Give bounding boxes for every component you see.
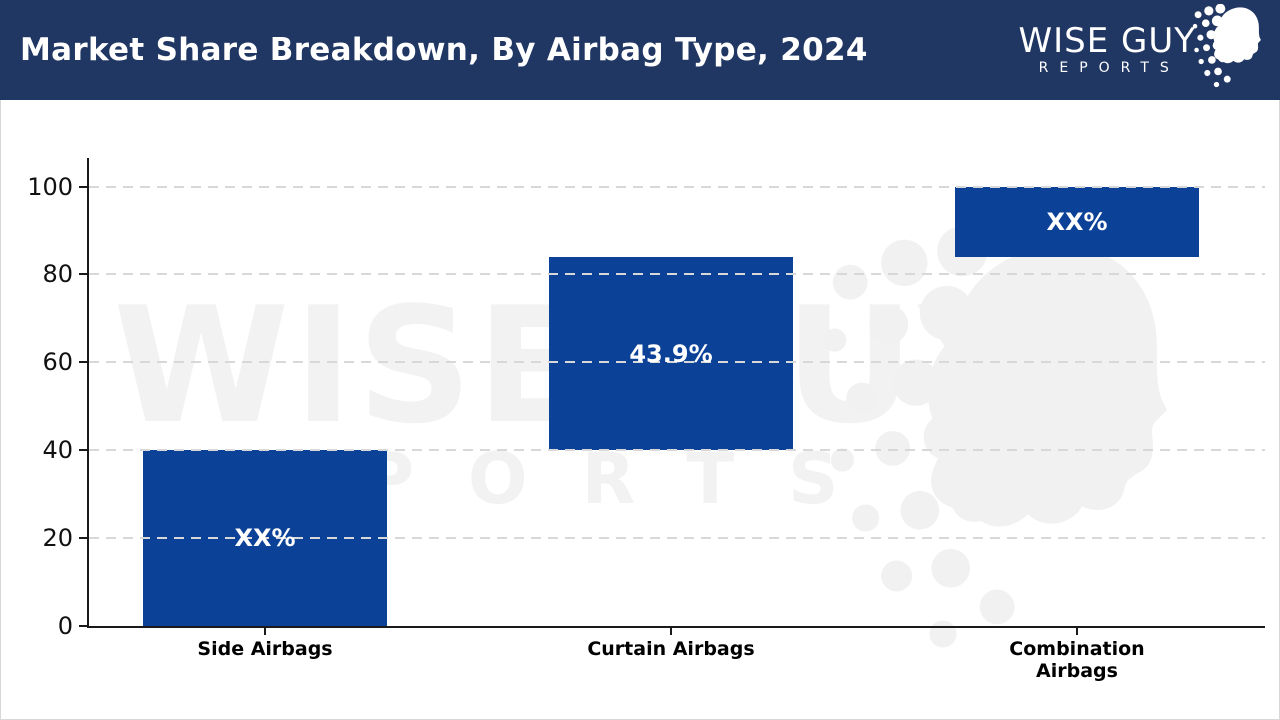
gridline-20 — [89, 537, 1265, 540]
y-tick-40 — [79, 449, 87, 452]
x-tick-0 — [264, 628, 266, 635]
y-tick-100 — [79, 185, 87, 188]
y-tick-20 — [79, 537, 87, 540]
watermark-head-icon — [801, 228, 1201, 692]
y-tick-label-100: 100 — [27, 172, 73, 201]
brand-text: WISE GUY REPORTS — [1018, 20, 1196, 77]
bar-2 — [955, 186, 1199, 258]
y-tick-80 — [79, 273, 87, 276]
gridline-40 — [89, 449, 1265, 452]
y-tick-0 — [79, 625, 87, 627]
brand-logo: WISE GUY REPORTS — [1018, 4, 1270, 96]
x-tick-2 — [1076, 628, 1078, 635]
y-tick-label-20: 20 — [42, 524, 73, 553]
bar-value-label-0: XX% — [234, 524, 296, 553]
y-tick-label-80: 80 — [42, 260, 73, 289]
brand-name: WISE GUY — [1018, 20, 1196, 61]
y-axis-spine — [87, 158, 89, 628]
x-category-label-0: Side Airbags — [197, 638, 333, 660]
gridline-100 — [89, 185, 1265, 188]
bar-1 — [549, 257, 793, 451]
x-axis-spine — [87, 626, 1265, 628]
y-tick-label-0: 0 — [57, 612, 73, 640]
header: Market Share Breakdown, By Airbag Type, … — [0, 0, 1280, 100]
x-category-label-1: Curtain Airbags — [587, 638, 755, 660]
chart-area: WISE GUY REPORTS 0 20 40 60 80 100 XX% 43.9% XX%… — [0, 100, 1280, 720]
y-tick-60 — [79, 361, 87, 364]
gridline-80 — [89, 273, 1265, 276]
bar-value-label-2: XX% — [1046, 207, 1108, 236]
x-category-label-2: Combination Airbags — [1009, 638, 1145, 682]
x-tick-1 — [670, 628, 672, 635]
bar-value-label-1: 43.9% — [629, 339, 713, 368]
brand-subtitle: REPORTS — [1038, 60, 1180, 77]
page-title: Market Share Breakdown, By Airbag Type, … — [20, 32, 868, 68]
brand-head-icon — [1186, 4, 1270, 96]
y-tick-label-60: 60 — [42, 348, 73, 377]
gridline-60 — [89, 361, 1265, 364]
y-tick-label-40: 40 — [42, 436, 73, 465]
